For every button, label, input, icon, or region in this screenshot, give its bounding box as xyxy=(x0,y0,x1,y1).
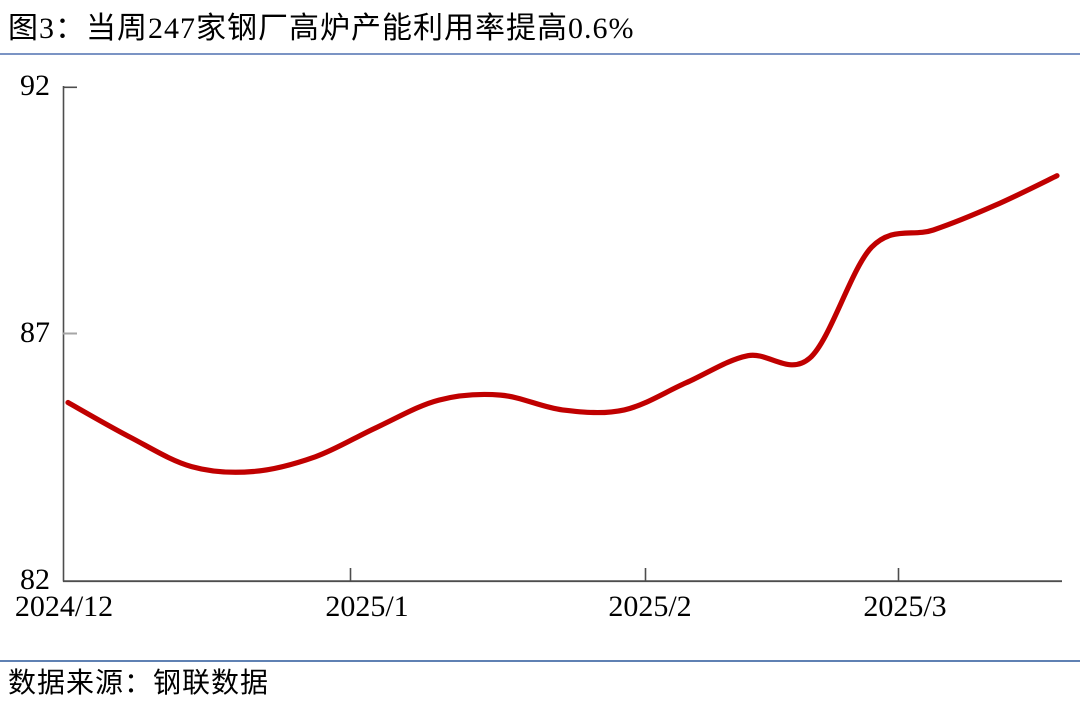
y-axis-tick-label: 87 xyxy=(20,316,50,349)
x-axis-tick-label: 2025/2 xyxy=(608,590,692,623)
utilization-rate-line xyxy=(65,173,1060,475)
x-axis-tick-label: 2025/3 xyxy=(863,590,947,623)
chart-title: 图3：当周247家钢厂高炉产能利用率提高0.6% xyxy=(8,12,635,45)
y-axis-tick-label: 92 xyxy=(20,69,50,102)
x-axis-tick-label: 2024/12 xyxy=(14,590,114,623)
title-divider-line xyxy=(0,53,1080,55)
data-source-note: 数据来源：钢联数据 xyxy=(8,668,270,699)
x-axis-tick-label: 2025/1 xyxy=(325,590,409,623)
y-axis-tick-label: 82 xyxy=(20,563,50,596)
footer-divider-line xyxy=(0,660,1080,662)
